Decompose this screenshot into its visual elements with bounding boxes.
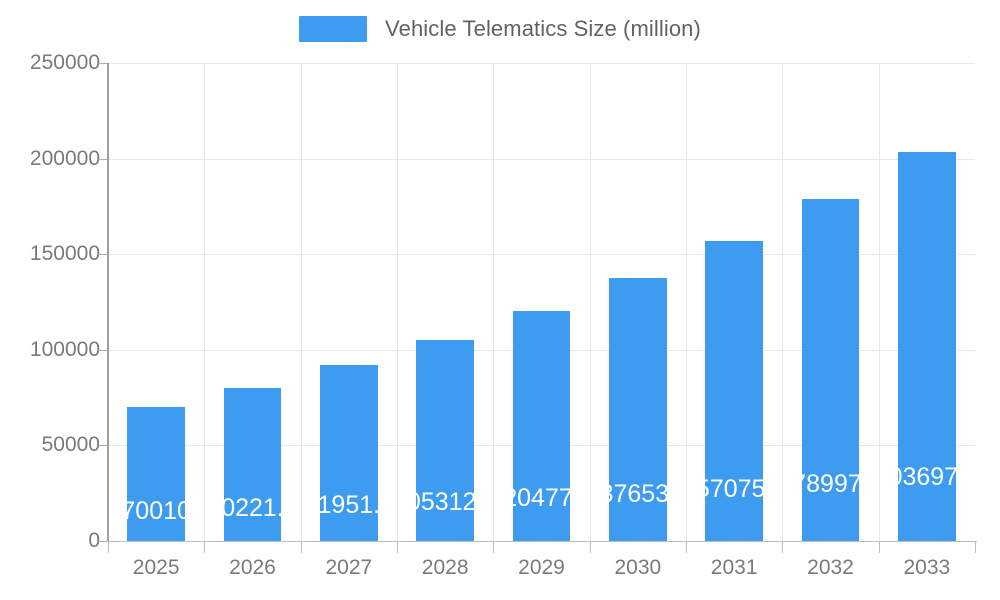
vertical-gridline bbox=[782, 63, 784, 541]
x-tick-mark bbox=[493, 541, 495, 553]
y-axis-line bbox=[107, 63, 109, 542]
bar-value-label: 137653.4 bbox=[609, 479, 667, 508]
x-axis-line bbox=[97, 541, 977, 542]
gridline bbox=[108, 158, 975, 160]
x-tick-mark bbox=[782, 541, 784, 553]
bar-value-label: 203697.4 bbox=[898, 463, 956, 492]
bar[interactable]: 80221.1 bbox=[223, 387, 282, 541]
legend-color-swatch bbox=[299, 16, 368, 42]
x-tick-mark bbox=[204, 541, 206, 553]
x-tick-mark bbox=[878, 541, 880, 553]
y-tick-label: 200000 bbox=[29, 146, 100, 170]
bar-value-label: 105312.2 bbox=[416, 487, 475, 516]
bar[interactable]: 70010 bbox=[127, 407, 186, 541]
bar-value-label: 91951.3 bbox=[319, 491, 378, 520]
y-axis-ticks: 0 50000 100000 150000 200000 250000 bbox=[0, 0, 107, 600]
bar[interactable]: 157075.5 bbox=[705, 240, 764, 541]
vertical-gridline bbox=[686, 63, 687, 541]
x-tick-label: 2032 bbox=[807, 556, 854, 579]
x-tick-mark bbox=[686, 541, 687, 553]
x-tick-label: 2030 bbox=[614, 556, 662, 579]
bar[interactable]: 203697.4 bbox=[897, 151, 956, 541]
bar[interactable]: 105312.2 bbox=[416, 339, 475, 541]
x-tick-mark bbox=[108, 541, 109, 553]
vertical-gridline bbox=[397, 63, 398, 541]
y-tick-mark bbox=[98, 158, 107, 160]
gridline bbox=[108, 254, 975, 256]
bar[interactable]: 91951.3 bbox=[319, 365, 378, 541]
y-tick-mark bbox=[98, 541, 107, 542]
x-tick-label: 2033 bbox=[903, 556, 951, 579]
x-tick-label: 2026 bbox=[229, 556, 276, 579]
chart-legend: Vehicle Telematics Size (million) bbox=[0, 12, 1000, 46]
y-tick-mark bbox=[98, 445, 107, 447]
vertical-gridline bbox=[300, 63, 302, 541]
x-tick-mark bbox=[975, 541, 976, 553]
y-tick-label: 0 bbox=[88, 529, 100, 552]
bar-value-label: 70010 bbox=[127, 496, 186, 525]
vertical-gridline bbox=[204, 63, 206, 541]
x-tick-label: 2029 bbox=[518, 556, 565, 579]
y-tick-label: 250000 bbox=[29, 51, 100, 74]
vertical-gridline bbox=[878, 63, 880, 541]
bar-value-label: 178997.3 bbox=[802, 469, 860, 498]
legend-label: Vehicle Telematics Size (million) bbox=[385, 16, 701, 41]
y-tick-mark bbox=[98, 349, 107, 351]
y-tick-mark bbox=[98, 254, 107, 256]
bar-value-label: 157075.5 bbox=[705, 474, 764, 503]
x-tick-label: 2028 bbox=[421, 556, 469, 579]
vertical-gridline bbox=[589, 63, 591, 541]
x-tick-mark bbox=[589, 541, 591, 553]
x-tick-mark bbox=[300, 541, 302, 553]
y-tick-label: 50000 bbox=[41, 433, 100, 457]
vertical-gridline bbox=[493, 63, 495, 541]
bar-value-label: 80221.1 bbox=[223, 494, 282, 523]
y-tick-label: 100000 bbox=[29, 337, 100, 361]
x-tick-label: 2031 bbox=[710, 556, 758, 579]
y-tick-label: 150000 bbox=[29, 242, 100, 266]
bar[interactable]: 178997.3 bbox=[801, 198, 860, 541]
x-tick-label: 2025 bbox=[132, 556, 180, 579]
gridline bbox=[108, 63, 975, 64]
y-tick-mark bbox=[98, 63, 107, 64]
x-tick-label: 2027 bbox=[325, 556, 373, 579]
x-tick-mark bbox=[397, 541, 398, 553]
bar[interactable]: 137653.4 bbox=[608, 277, 667, 541]
